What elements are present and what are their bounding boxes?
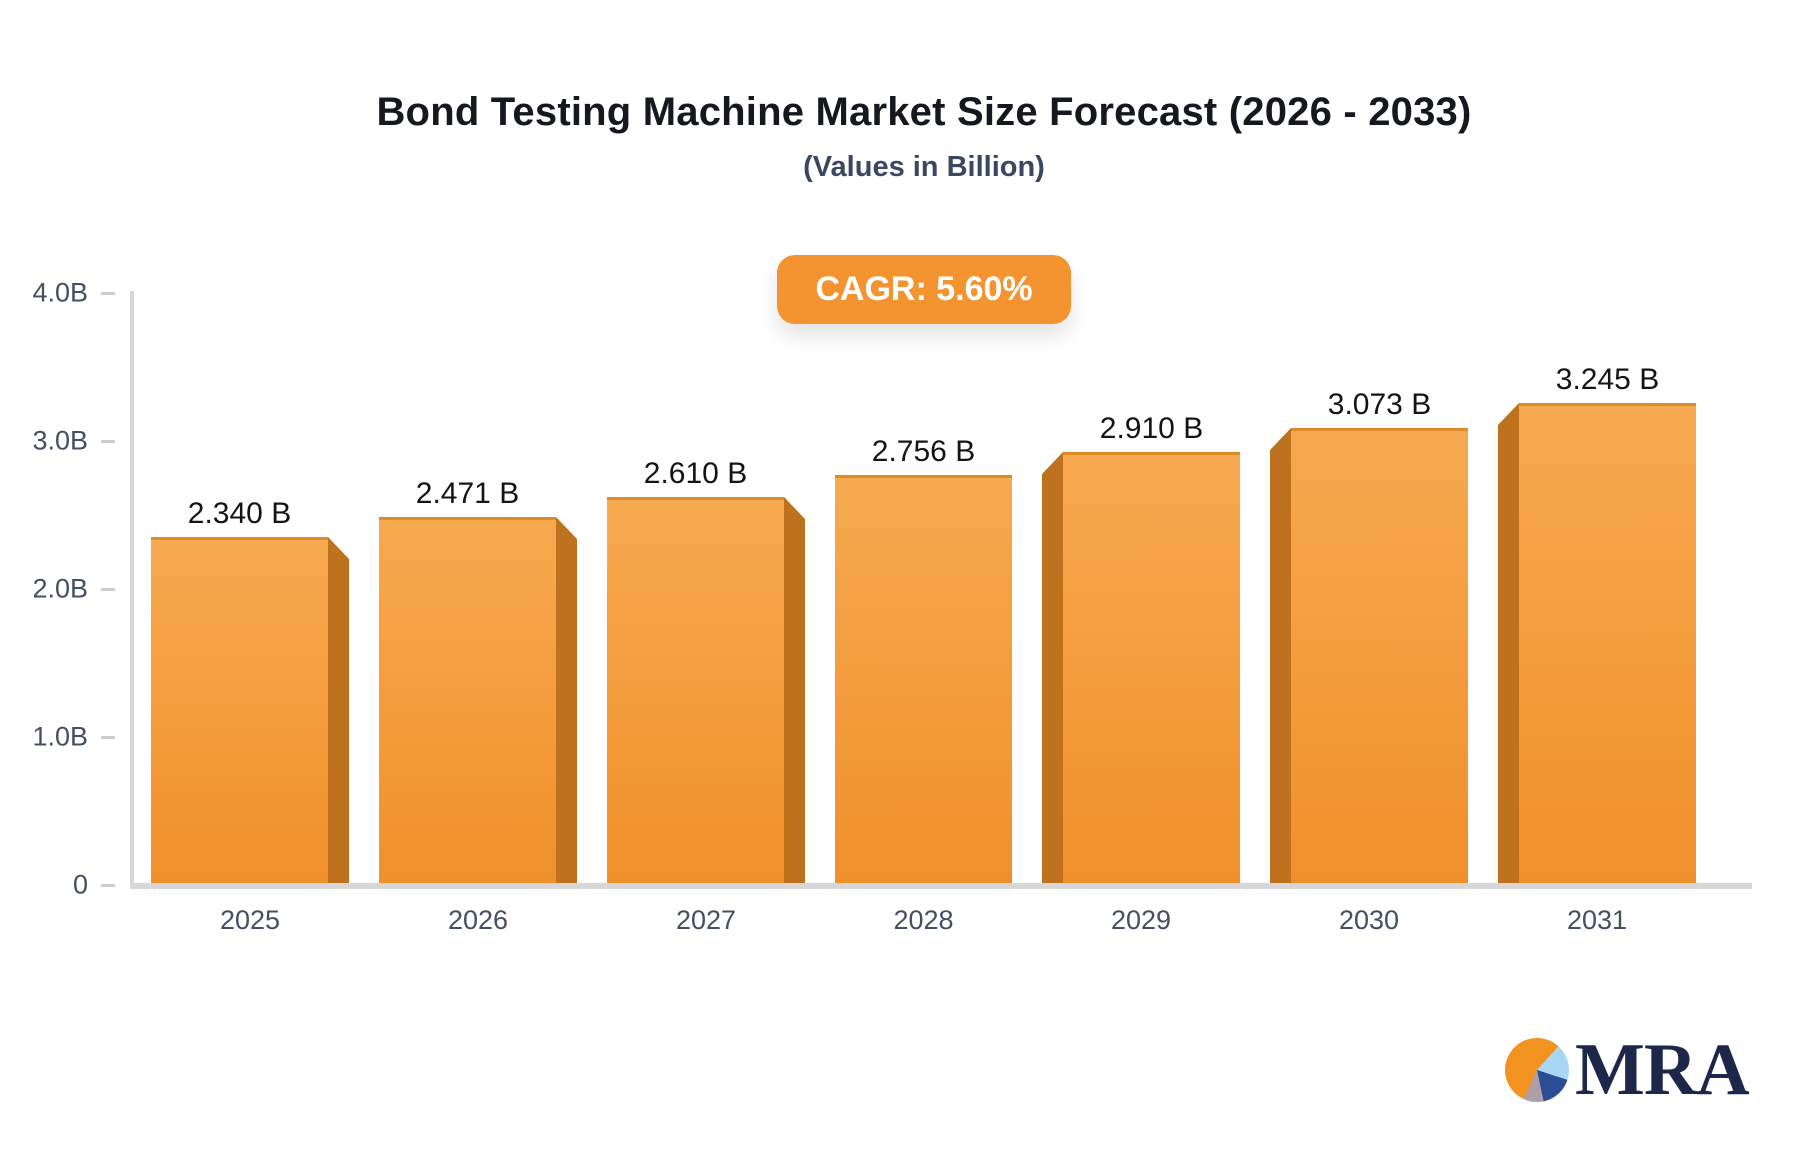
cagr-badge: CAGR: 5.60%	[777, 255, 1071, 324]
bar-face	[1519, 403, 1696, 883]
x-axis-label: 2026	[447, 905, 509, 935]
y-tick-mark	[101, 884, 115, 887]
bar-side-3d	[328, 537, 349, 883]
bar-face	[379, 517, 556, 883]
y-tick-mark	[101, 292, 115, 295]
bar-value-label: 2.471 B	[415, 477, 520, 510]
bar-2027: 2.610 B 2027	[607, 457, 805, 935]
x-axis-label: 2028	[893, 905, 954, 935]
bar-value-label: 2.756 B	[871, 435, 976, 468]
bar-value-label: 3.245 B	[1555, 363, 1660, 396]
bar-value-label: 2.610 B	[643, 457, 748, 490]
bar-2028: 2.756 B 2028	[835, 435, 1012, 935]
x-axis-label: 2030	[1338, 905, 1400, 935]
chart-subtitle: (Values in Billion)	[803, 151, 1045, 183]
x-axis-label: 2029	[1110, 905, 1172, 935]
bar-side-3d	[784, 497, 805, 883]
y-tick-mark	[101, 440, 115, 443]
x-axis-line	[130, 883, 1752, 889]
chart-title: Bond Testing Machine Market Size Forecas…	[376, 90, 1472, 134]
bar-face	[151, 537, 328, 883]
bar-face	[1063, 452, 1240, 883]
y-tick-label: 4.0B	[32, 277, 88, 308]
bar-face	[607, 497, 784, 883]
bar-value-label: 3.073 B	[1327, 388, 1432, 421]
bar-2025: 2.340 B 2025	[151, 497, 349, 935]
bar-2026: 2.471 B 2026	[379, 477, 577, 935]
bar-face	[1291, 428, 1468, 883]
bar-side-3d	[1498, 403, 1519, 883]
bar-2031: 3.245 B 2031	[1498, 363, 1696, 935]
pie-chart-logo-icon	[1505, 1038, 1569, 1102]
chart-header: Bond Testing Machine Market Size Forecas…	[0, 0, 1800, 324]
y-tick-label: 3.0B	[32, 425, 88, 456]
y-tick-label: 0	[72, 869, 88, 900]
bar-2029: 2.910 B 2029	[1042, 412, 1240, 935]
bar-face	[835, 475, 1012, 883]
y-tick-mark	[101, 736, 115, 739]
bar-side-3d	[1042, 452, 1063, 883]
bar-side-3d	[556, 517, 577, 883]
bar-value-label: 2.910 B	[1099, 412, 1204, 445]
bar-side-3d	[1270, 428, 1291, 883]
y-axis-line	[130, 291, 134, 889]
x-axis-label: 2025	[219, 905, 281, 935]
y-tick-label: 1.0B	[32, 721, 88, 752]
mra-logo: MRA	[1505, 1029, 1750, 1111]
x-axis-label: 2031	[1566, 905, 1628, 935]
y-tick-label: 2.0B	[32, 573, 88, 604]
bar-2030: 3.073 B 2030	[1270, 388, 1468, 935]
y-tick-mark	[101, 588, 115, 591]
bar-value-label: 2.340 B	[187, 497, 292, 530]
logo-text: MRA	[1575, 1029, 1750, 1111]
x-axis-label: 2027	[675, 905, 737, 935]
